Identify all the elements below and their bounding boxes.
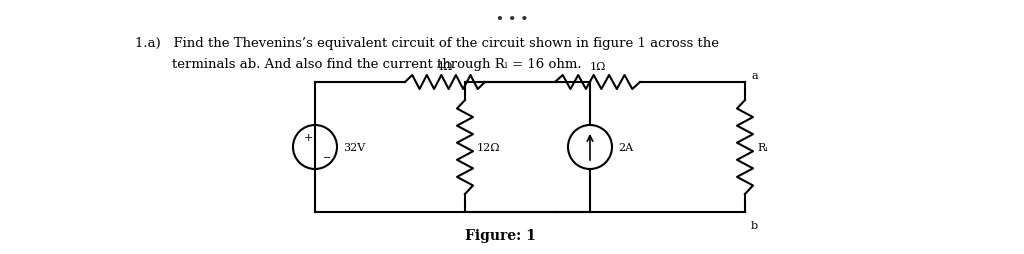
- Text: +: +: [303, 133, 312, 142]
- Text: terminals ab. And also find the current through Rₗ = 16 ohm.: terminals ab. And also find the current …: [172, 58, 582, 71]
- Text: 1Ω: 1Ω: [590, 62, 605, 72]
- Text: Rₗ: Rₗ: [757, 142, 768, 152]
- Text: b: b: [751, 220, 758, 230]
- Text: 32V: 32V: [343, 142, 366, 152]
- Text: 2A: 2A: [618, 142, 633, 152]
- Text: 12Ω: 12Ω: [477, 142, 501, 152]
- Text: 1.a)   Find the Thevenins’s equivalent circuit of the circuit shown in figure 1 : 1.a) Find the Thevenins’s equivalent cir…: [135, 37, 719, 50]
- Text: Figure: 1: Figure: 1: [465, 228, 536, 242]
- Text: • • •: • • •: [496, 13, 528, 26]
- Text: 4Ω: 4Ω: [437, 62, 454, 72]
- Text: −: −: [323, 152, 331, 162]
- Text: a: a: [751, 71, 758, 81]
